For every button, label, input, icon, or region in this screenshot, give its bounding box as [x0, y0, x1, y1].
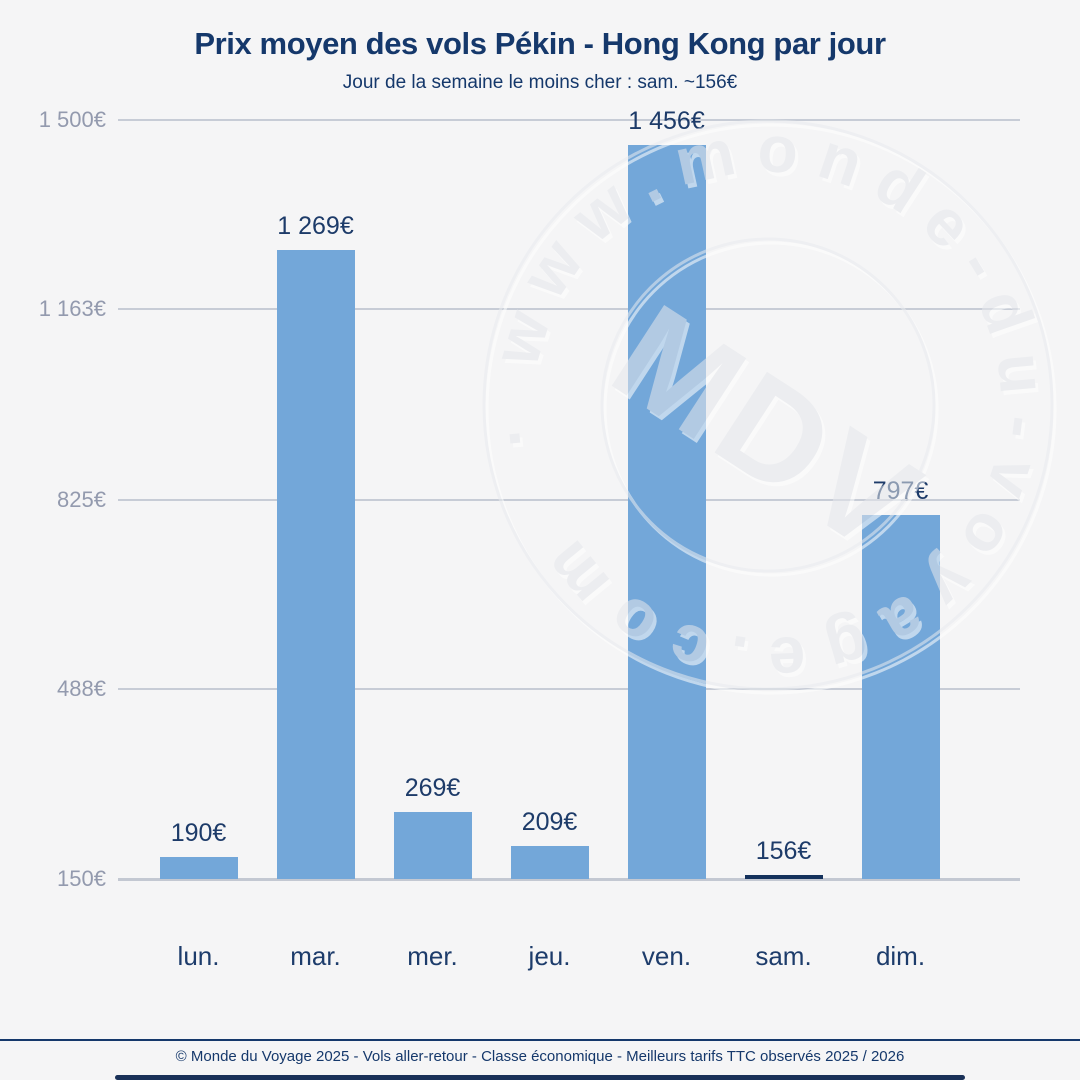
plot-area: 1 500€ 1 163€ 825€ 488€ 150€ 190€ 1 269€ 269€ 20…	[39, 107, 1020, 891]
y-tick-label: 150€	[57, 866, 106, 891]
bar-value-label: 1 456€	[628, 106, 705, 135]
gridline	[118, 119, 1020, 121]
x-axis-label: mer.	[407, 941, 458, 971]
chart-header: Prix moyen des vols Pékin - Hong Kong pa…	[0, 0, 1080, 94]
x-axis-label: jeu.	[528, 941, 571, 971]
y-tick-label: 1 500€	[38, 107, 106, 132]
bar-lun	[159, 856, 238, 879]
bar-mar	[276, 249, 355, 879]
footer-text: © Monde du Voyage 2025 - Vols aller-reto…	[175, 1048, 905, 1065]
bar-value-label: 1 269€	[277, 211, 354, 240]
x-axis-label: dim.	[875, 941, 926, 971]
x-axis-label: ven.	[641, 941, 692, 971]
chart-title: Prix moyen des vols Pékin - Hong Kong pa…	[194, 26, 886, 61]
bar-value-label: 156€	[755, 837, 812, 865]
y-tick-label: 488€	[57, 675, 106, 701]
x-axis-label: lun.	[177, 941, 220, 971]
x-axis-label: sam.	[755, 941, 812, 971]
footer-divider	[0, 1039, 1080, 1041]
y-tick-label: 825€	[57, 486, 106, 512]
bar-sam	[744, 875, 823, 879]
bar-value-label: 190€	[170, 818, 227, 847]
bottom-navy-bar	[115, 1075, 965, 1080]
x-axis-label: mar.	[290, 941, 341, 971]
gridline	[118, 878, 1020, 881]
chart-subtitle: Jour de la semaine le moins cher : sam. …	[342, 72, 738, 93]
bar-mer	[393, 812, 472, 879]
x-axis: lun. mar. mer. jeu. ven. sam. dim.	[118, 941, 1020, 983]
y-tick-label: 1 163€	[38, 296, 106, 322]
gridline	[118, 308, 1020, 311]
bar-dim	[861, 515, 940, 879]
bar-value-label: 269€	[404, 774, 461, 803]
bar-value-label: 209€	[521, 807, 578, 836]
bar-jeu	[510, 845, 589, 879]
bar-ven	[627, 144, 706, 879]
bar-value-label: 797€	[872, 477, 929, 506]
